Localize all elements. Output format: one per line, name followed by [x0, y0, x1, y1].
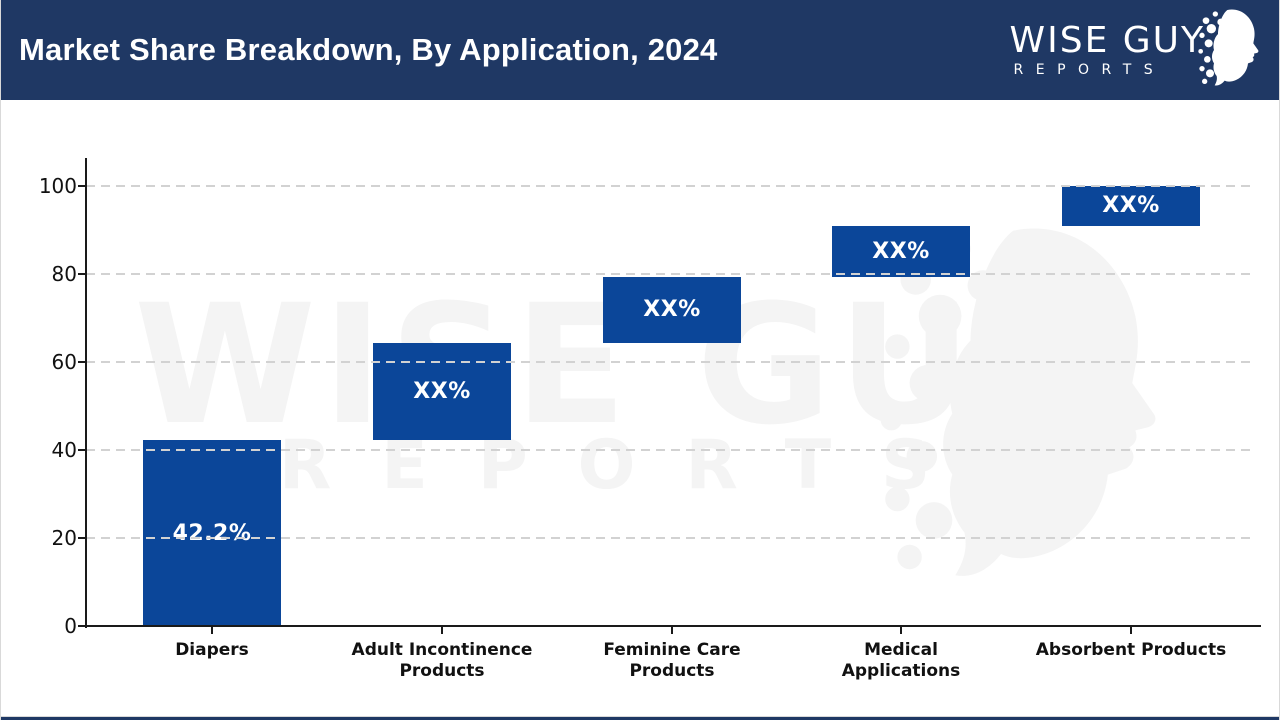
- category-label-2: Feminine Care Products: [603, 640, 741, 681]
- x-tick-0: [211, 626, 213, 634]
- bar-adult-incontinence-products: XX%: [373, 342, 511, 441]
- category-label-0: Diapers: [175, 640, 249, 660]
- footer-strip: [1, 716, 1279, 720]
- y-tick-label-60: 60: [51, 350, 77, 374]
- bar-medical-applications: XX%: [832, 225, 970, 278]
- x-tick-1: [441, 626, 443, 634]
- gridline-40: [86, 449, 1253, 451]
- bar-value-label: XX%: [1102, 193, 1160, 219]
- y-tick-0: [78, 625, 86, 627]
- y-tick-label-80: 80: [51, 262, 77, 286]
- x-tick-3: [900, 626, 902, 634]
- chart-title: Market Share Breakdown, By Application, …: [19, 32, 718, 67]
- brand-name: WISE GUY: [1009, 19, 1205, 61]
- category-label-3: Medical Applications: [841, 640, 961, 681]
- bar-value-label: 42.2%: [172, 520, 252, 546]
- brand-subname: REPORTS: [1013, 61, 1166, 78]
- bar-absorbent-products: XX%: [1062, 186, 1200, 226]
- bar-value-label: XX%: [872, 238, 930, 264]
- y-tick-label-0: 0: [64, 614, 77, 638]
- bar-value-label: XX%: [413, 378, 471, 404]
- bar-feminine-care-products: XX%: [603, 277, 741, 343]
- y-tick-60: [78, 361, 86, 363]
- watermark-subtext: REPORTS: [279, 426, 981, 505]
- y-tick-100: [78, 185, 86, 187]
- gridline-20: [86, 537, 1253, 539]
- y-axis-line: [85, 158, 87, 628]
- y-tick-label-20: 20: [51, 526, 77, 550]
- header: Market Share Breakdown, By Application, …: [1, 0, 1279, 100]
- y-tick-label-40: 40: [51, 438, 77, 462]
- x-tick-4: [1130, 626, 1132, 634]
- y-tick-40: [78, 449, 86, 451]
- x-tick-2: [671, 626, 673, 634]
- brand-face-icon: [1191, 6, 1269, 94]
- gridline-100: [86, 185, 1253, 187]
- y-tick-label-100: 100: [38, 174, 77, 198]
- category-label-4: Absorbent Products: [1035, 640, 1227, 660]
- y-tick-20: [78, 537, 86, 539]
- category-label-1: Adult Incontinence Products: [351, 640, 533, 681]
- brand-logo: WISE GUY REPORTS: [1010, 6, 1270, 94]
- brand-logo-text: WISE GUY REPORTS: [1009, 19, 1206, 78]
- bar-diapers: 42.2%: [143, 440, 281, 626]
- gridline-60: [86, 361, 1253, 363]
- gridline-80: [86, 273, 1253, 275]
- x-axis-line: [86, 625, 1261, 627]
- bar-value-label: XX%: [643, 297, 701, 323]
- y-tick-80: [78, 273, 86, 275]
